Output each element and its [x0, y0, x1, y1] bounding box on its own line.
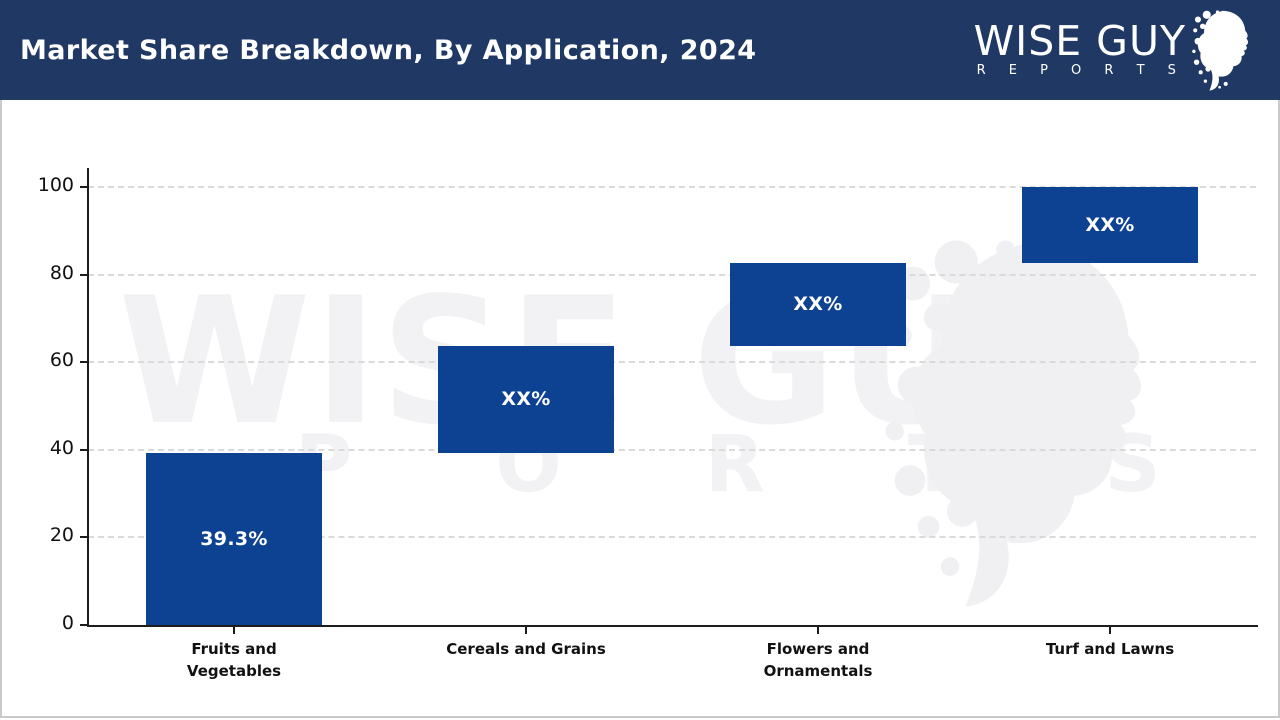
logo-wordmark-line1: WISE GUY — [973, 16, 1186, 65]
y-tick-label-60: 60 — [49, 349, 74, 372]
gridline-80 — [88, 273, 1256, 276]
gridline-60 — [88, 361, 1256, 364]
y-tick-label-100: 100 — [37, 174, 74, 196]
wise-guy-logo: WISE GUY R E P O R T S — [974, 6, 1266, 94]
gridline-100 — [88, 186, 1256, 188]
category-label-line: Fruits and — [191, 640, 277, 658]
logo-wordmark: WISE GUY R E P O R T S — [973, 16, 1186, 79]
y-tick-label-80: 80 — [49, 261, 74, 284]
category-label-line: Cereals and Grains — [446, 640, 606, 658]
category-label-line: Turf and Lawns — [1045, 640, 1175, 658]
category-label: Flowers and Ornamentals — [698, 639, 938, 683]
category-label: Fruits and Vegetables — [114, 639, 354, 683]
y-axis-line — [87, 168, 89, 627]
bar-value-label: XX% — [501, 388, 551, 411]
y-tick-0 — [80, 624, 88, 626]
bar-segment: 39.3% — [146, 452, 322, 625]
category-label-line: Flowers and — [766, 640, 870, 658]
bar-value-label: XX% — [1085, 214, 1135, 237]
bar-segment: XX% — [1022, 187, 1198, 264]
y-tick-label-20: 20 — [49, 524, 74, 547]
y-tick-40 — [80, 448, 88, 451]
y-tick-20 — [80, 536, 88, 539]
y-tick-label-0: 0 — [61, 612, 74, 634]
category-label: Turf and Lawns — [990, 639, 1230, 661]
x-tick-3 — [1109, 627, 1111, 634]
x-tick-0 — [233, 627, 235, 634]
category-label-line: Ornamentals — [763, 661, 873, 680]
category-label-line: Vegetables — [186, 661, 282, 680]
bar-value-label: 39.3% — [200, 527, 268, 550]
logo-wordmark-line2: R E P O R T S — [976, 63, 1186, 79]
y-tick-100 — [80, 186, 88, 188]
x-tick-2 — [817, 627, 819, 634]
x-tick-1 — [525, 627, 527, 634]
gridline-40 — [88, 448, 1256, 451]
y-tick-60 — [80, 361, 88, 364]
bar-segment: XX% — [438, 345, 614, 453]
bar-value-label: XX% — [793, 293, 843, 316]
bar-segment: XX% — [730, 263, 906, 346]
gridline-20 — [88, 536, 1256, 539]
x-axis-line — [87, 625, 1258, 627]
header-banner: Market Share Breakdown, By Application, … — [0, 0, 1280, 100]
watermark-face-icon — [879, 240, 1141, 607]
logo-face-icon — [1192, 10, 1249, 91]
y-tick-label-40: 40 — [49, 436, 74, 459]
category-label: Cereals and Grains — [406, 639, 646, 661]
page-title: Market Share Breakdown, By Application, … — [20, 34, 757, 66]
y-tick-80 — [80, 273, 88, 276]
